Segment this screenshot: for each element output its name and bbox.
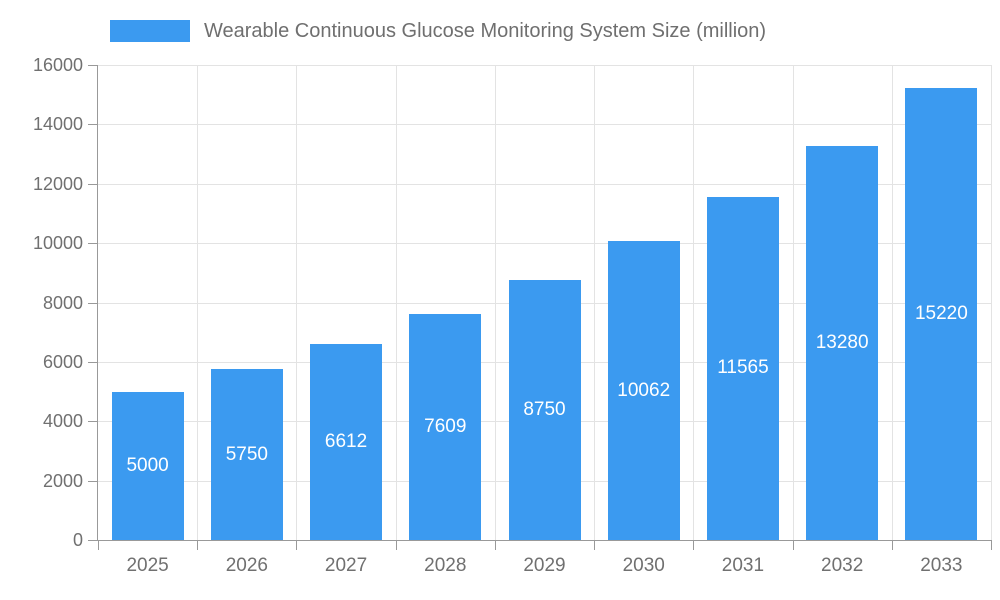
y-axis-tick-label: 6000: [42, 351, 83, 372]
y-axis-tick-label: 10000: [32, 233, 83, 254]
y-gridline: [98, 65, 991, 66]
legend-label: Wearable Continuous Glucose Monitoring S…: [204, 20, 767, 42]
x-axis-tick: [494, 540, 496, 550]
x-axis-tick: [197, 540, 199, 550]
x-gridline: [792, 65, 794, 540]
y-axis-tick: [88, 65, 97, 66]
x-axis-tick-label: 2029: [523, 555, 566, 576]
bar: 13280: [806, 145, 879, 540]
bar-value-label: 8750: [523, 399, 566, 421]
y-axis-tick: [88, 361, 97, 363]
y-axis-tick-label: 2000: [42, 470, 83, 491]
x-gridline: [494, 65, 496, 540]
y-axis-tick-label: 16000: [32, 55, 83, 75]
x-axis-tick-label: 2028: [424, 555, 467, 576]
x-gridline: [395, 65, 397, 540]
x-gridline: [197, 65, 199, 540]
x-axis-tick-label: 2026: [225, 555, 268, 576]
bar-value-label: 13280: [815, 331, 869, 353]
bar-value-label: 5000: [126, 454, 169, 476]
bar: 5000: [111, 391, 184, 540]
bar-value-label: 15220: [914, 303, 968, 325]
x-gridline: [296, 65, 298, 540]
bar: 11565: [706, 196, 779, 540]
y-gridline: [98, 243, 991, 245]
x-axis-tick: [891, 540, 893, 550]
x-axis-tick-label: 2032: [821, 555, 864, 576]
bar-value-label: 11565: [717, 357, 769, 379]
legend-swatch-icon: [110, 20, 190, 42]
x-axis-tick: [991, 540, 992, 550]
y-axis-tick-label: 8000: [42, 292, 83, 313]
bar: 15220: [905, 88, 978, 540]
y-gridline: [98, 183, 991, 185]
bar: 7609: [409, 314, 482, 540]
bar: 8750: [508, 280, 581, 540]
y-axis-tick: [88, 243, 97, 245]
x-axis-tick-label: 2031: [721, 555, 765, 576]
y-axis-tick: [88, 540, 97, 541]
x-gridline: [891, 65, 893, 540]
x-gridline: [693, 65, 695, 540]
y-axis-tick: [88, 183, 97, 185]
bar: 5750: [210, 369, 283, 540]
plot-area: 0 2000 4000 6000 8000 10000 12000 14000 16000 500…: [33, 56, 992, 575]
x-axis-tick-label: 2027: [324, 555, 368, 576]
y-axis-tick-label: 12000: [32, 173, 83, 194]
y-axis-tick: [88, 302, 97, 304]
y-gridline: [98, 124, 991, 126]
legend[interactable]: Wearable Continuous Glucose Monitoring S…: [110, 18, 766, 44]
bar-value-label: 6612: [324, 430, 368, 452]
x-axis-tick: [693, 540, 695, 550]
y-axis-tick: [88, 480, 97, 482]
y-axis-tick-label: 0: [72, 530, 83, 550]
x-axis-tick: [594, 540, 596, 550]
y-axis-tick-label: 4000: [42, 411, 83, 432]
bar: 6612: [310, 343, 383, 540]
x-axis-tick-label: 2033: [920, 555, 963, 576]
bar-value-label: 7609: [424, 416, 467, 438]
bar-value-label: 10062: [617, 379, 671, 401]
bar-value-label: 5750: [225, 443, 268, 465]
x-axis-tick-label: 2025: [126, 555, 169, 576]
x-axis-tick: [792, 540, 794, 550]
y-axis-tick: [88, 421, 97, 423]
y-axis-tick: [88, 124, 97, 126]
x-axis-tick: [98, 540, 99, 550]
x-gridline: [991, 65, 992, 540]
x-gridline: [594, 65, 596, 540]
x-axis-tick: [395, 540, 397, 550]
bar: 10062: [607, 241, 680, 540]
y-axis-tick-label: 14000: [32, 114, 83, 135]
x-axis-tick-label: 2030: [622, 555, 665, 576]
x-axis-tick: [296, 540, 298, 550]
